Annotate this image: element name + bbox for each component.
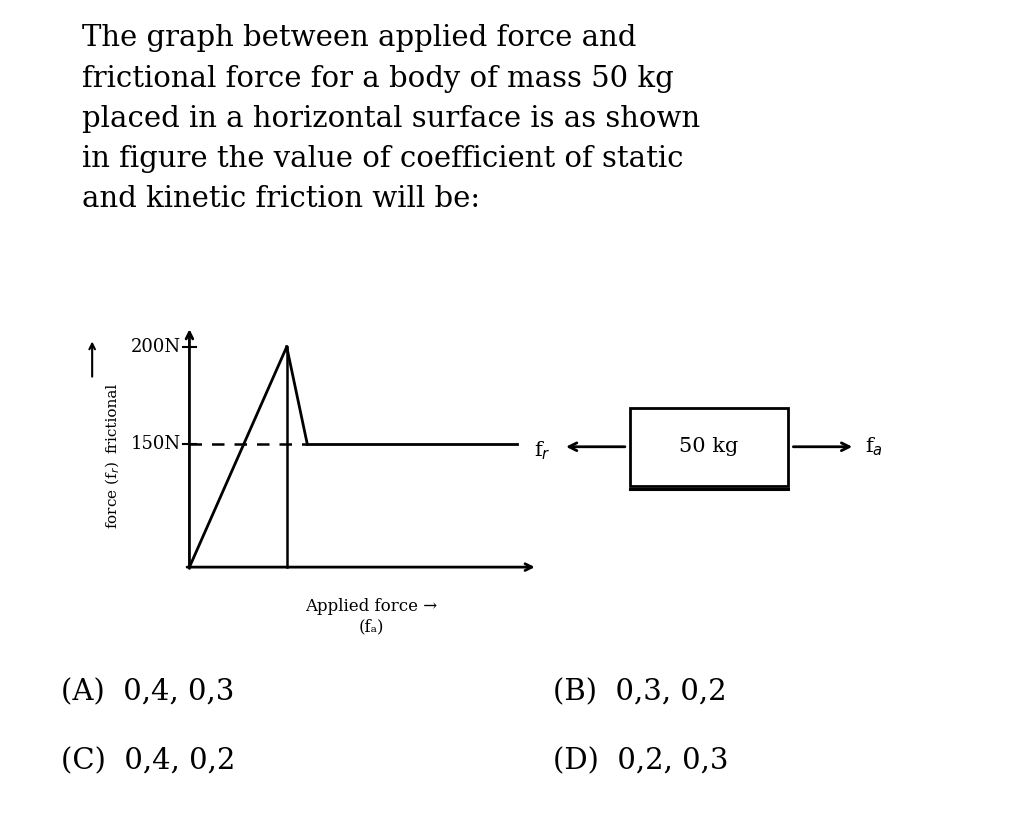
Text: force (f$_r$): force (f$_r$) [103,461,122,529]
Text: Applied force →: Applied force → [305,598,437,615]
Text: 50 kg: 50 kg [680,437,738,456]
Text: (fₐ): (fₐ) [358,619,384,636]
Text: The graph between applied force and
frictional force for a body of mass 50 kg
pl: The graph between applied force and fric… [82,24,700,213]
Text: (B)  0,3, 0,2: (B) 0,3, 0,2 [553,678,727,706]
Text: frictional: frictional [105,383,120,453]
Text: (D)  0,2, 0,3: (D) 0,2, 0,3 [553,747,728,775]
Text: (C)  0,4, 0,2: (C) 0,4, 0,2 [61,747,236,775]
Text: f$_a$: f$_a$ [865,436,884,458]
Text: f$_r$: f$_r$ [535,440,551,462]
Text: 200N: 200N [131,338,181,356]
Text: 150N: 150N [131,435,181,453]
Text: (A)  0,4, 0,3: (A) 0,4, 0,3 [61,678,234,706]
Bar [630,408,788,486]
